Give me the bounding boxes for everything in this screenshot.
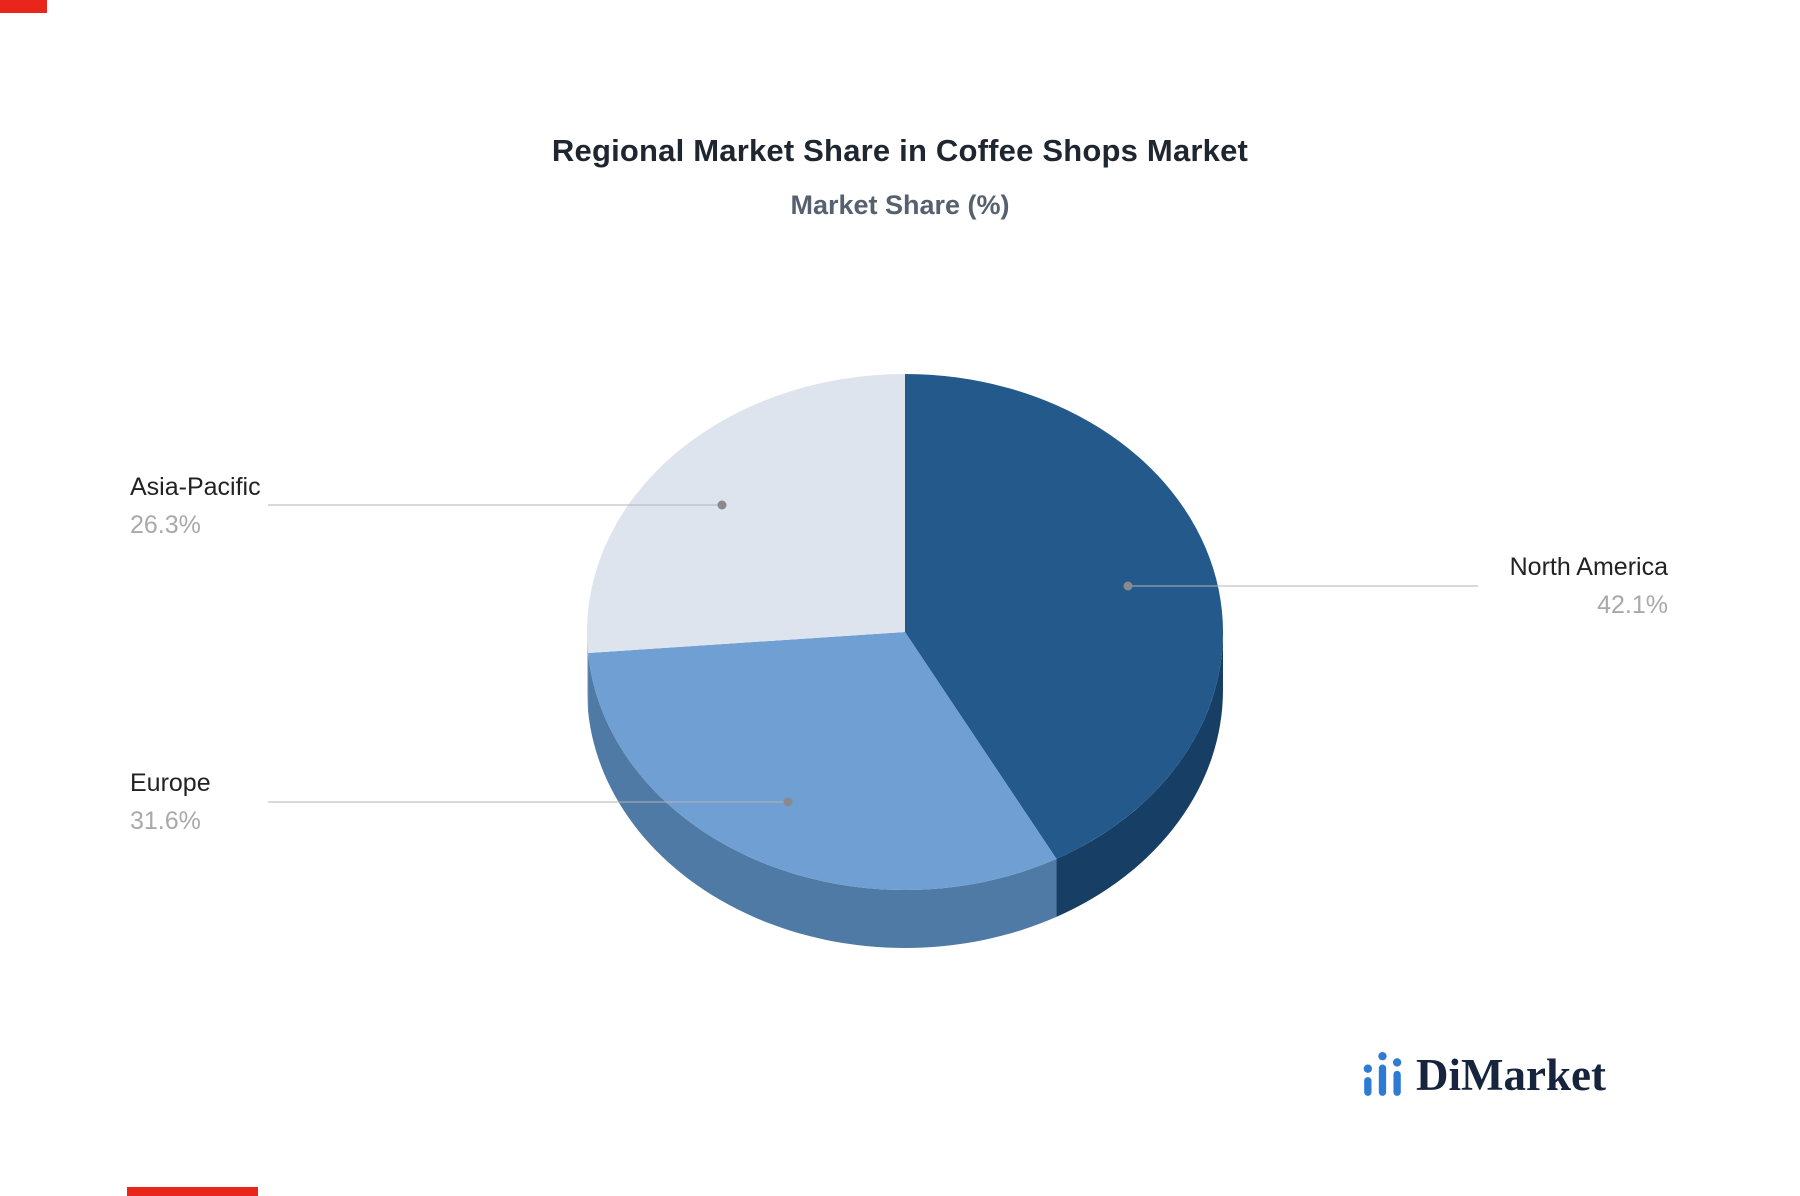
pie-slice-side-north-america [1056, 632, 1223, 917]
pie-slices [587, 374, 1223, 948]
pie-slice-north-america [905, 374, 1223, 859]
slice-value: 31.6% [130, 807, 201, 835]
slice-name: Asia-Pacific [130, 473, 261, 501]
slice-value: 42.1% [1597, 591, 1668, 619]
chart-subtitle: Market Share (%) [790, 190, 1010, 220]
pie-slice-asia-pacific [587, 374, 905, 654]
pie-label-asia-pacific: Asia-Pacific 26.3% [130, 472, 261, 540]
pie-slice-side-asia-pacific [587, 632, 589, 712]
artifact-mark-top-left [0, 0, 47, 13]
slice-name: Europe [130, 769, 211, 797]
leader-lines [268, 500, 1478, 807]
pie-label-europe: Europe 31.6% [130, 768, 211, 836]
pie-slice-side-europe [588, 653, 1057, 948]
chart-title: Regional Market Share in Coffee Shops Ma… [551, 133, 1249, 168]
pie-label-north-america: North America 42.1% [1510, 552, 1668, 620]
label-anchor-dot-asia-pacific [717, 500, 727, 510]
brand-name: DiMarket [1416, 1049, 1606, 1100]
label-anchor-dot-europe [783, 797, 793, 807]
pie-slice-europe [588, 632, 1057, 890]
brand-logo: DiMarket [1362, 1052, 1606, 1098]
slice-value: 26.3% [130, 511, 201, 539]
bar-chart-icon [1363, 1052, 1402, 1096]
slice-name: North America [1509, 553, 1668, 581]
label-anchor-dot-north-america [1123, 581, 1133, 591]
artifact-mark-bottom-left [127, 1187, 258, 1196]
